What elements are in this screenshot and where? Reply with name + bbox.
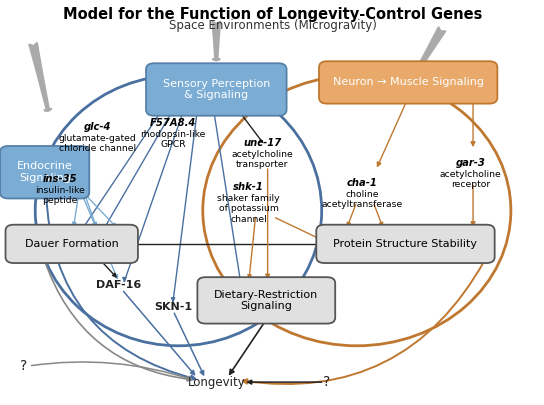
Text: Endocrine
Signaling: Endocrine Signaling xyxy=(17,162,73,183)
Text: shk-1: shk-1 xyxy=(233,182,264,192)
Text: SKN-1: SKN-1 xyxy=(154,303,192,312)
Text: glutamate-gated
chloride channel: glutamate-gated chloride channel xyxy=(59,134,136,153)
Text: acetylcholine
receptor: acetylcholine receptor xyxy=(440,170,501,189)
Text: cha-1: cha-1 xyxy=(347,178,378,188)
Text: Dauer Formation: Dauer Formation xyxy=(25,239,119,249)
FancyBboxPatch shape xyxy=(146,63,287,116)
Text: shaker family
of potassium
channel: shaker family of potassium channel xyxy=(218,194,280,224)
Text: gar-3: gar-3 xyxy=(455,158,485,168)
Text: F57A8.4: F57A8.4 xyxy=(150,118,196,128)
Text: Protein Structure Stability: Protein Structure Stability xyxy=(333,239,478,249)
Text: unc-17: unc-17 xyxy=(243,138,281,148)
Text: acetylcholine
transporter: acetylcholine transporter xyxy=(231,150,293,169)
Text: ?: ? xyxy=(324,375,331,389)
FancyBboxPatch shape xyxy=(197,277,335,324)
Text: ?: ? xyxy=(20,359,27,373)
Text: Dietary-Restriction
Signaling: Dietary-Restriction Signaling xyxy=(214,290,318,311)
FancyBboxPatch shape xyxy=(0,146,89,198)
Text: Space Environments (Microgravity): Space Environments (Microgravity) xyxy=(169,19,377,32)
Text: choline
acetyltransferase: choline acetyltransferase xyxy=(322,190,403,209)
Text: Longevity: Longevity xyxy=(188,375,245,389)
Text: rhodopsin-like
GPCR: rhodopsin-like GPCR xyxy=(140,130,206,149)
FancyBboxPatch shape xyxy=(319,61,497,104)
FancyBboxPatch shape xyxy=(5,225,138,263)
Text: ins-35: ins-35 xyxy=(42,174,77,184)
Text: Model for the Function of Longevity-Control Genes: Model for the Function of Longevity-Cont… xyxy=(63,7,483,22)
Text: DAF-16: DAF-16 xyxy=(96,280,141,290)
FancyBboxPatch shape xyxy=(316,225,494,263)
Text: Sensory Perception
& Signaling: Sensory Perception & Signaling xyxy=(163,79,270,100)
Text: insulin-like
peptide: insulin-like peptide xyxy=(35,186,84,205)
Text: glc-4: glc-4 xyxy=(84,122,111,132)
Text: Neuron → Muscle Signaling: Neuron → Muscle Signaling xyxy=(333,77,484,87)
